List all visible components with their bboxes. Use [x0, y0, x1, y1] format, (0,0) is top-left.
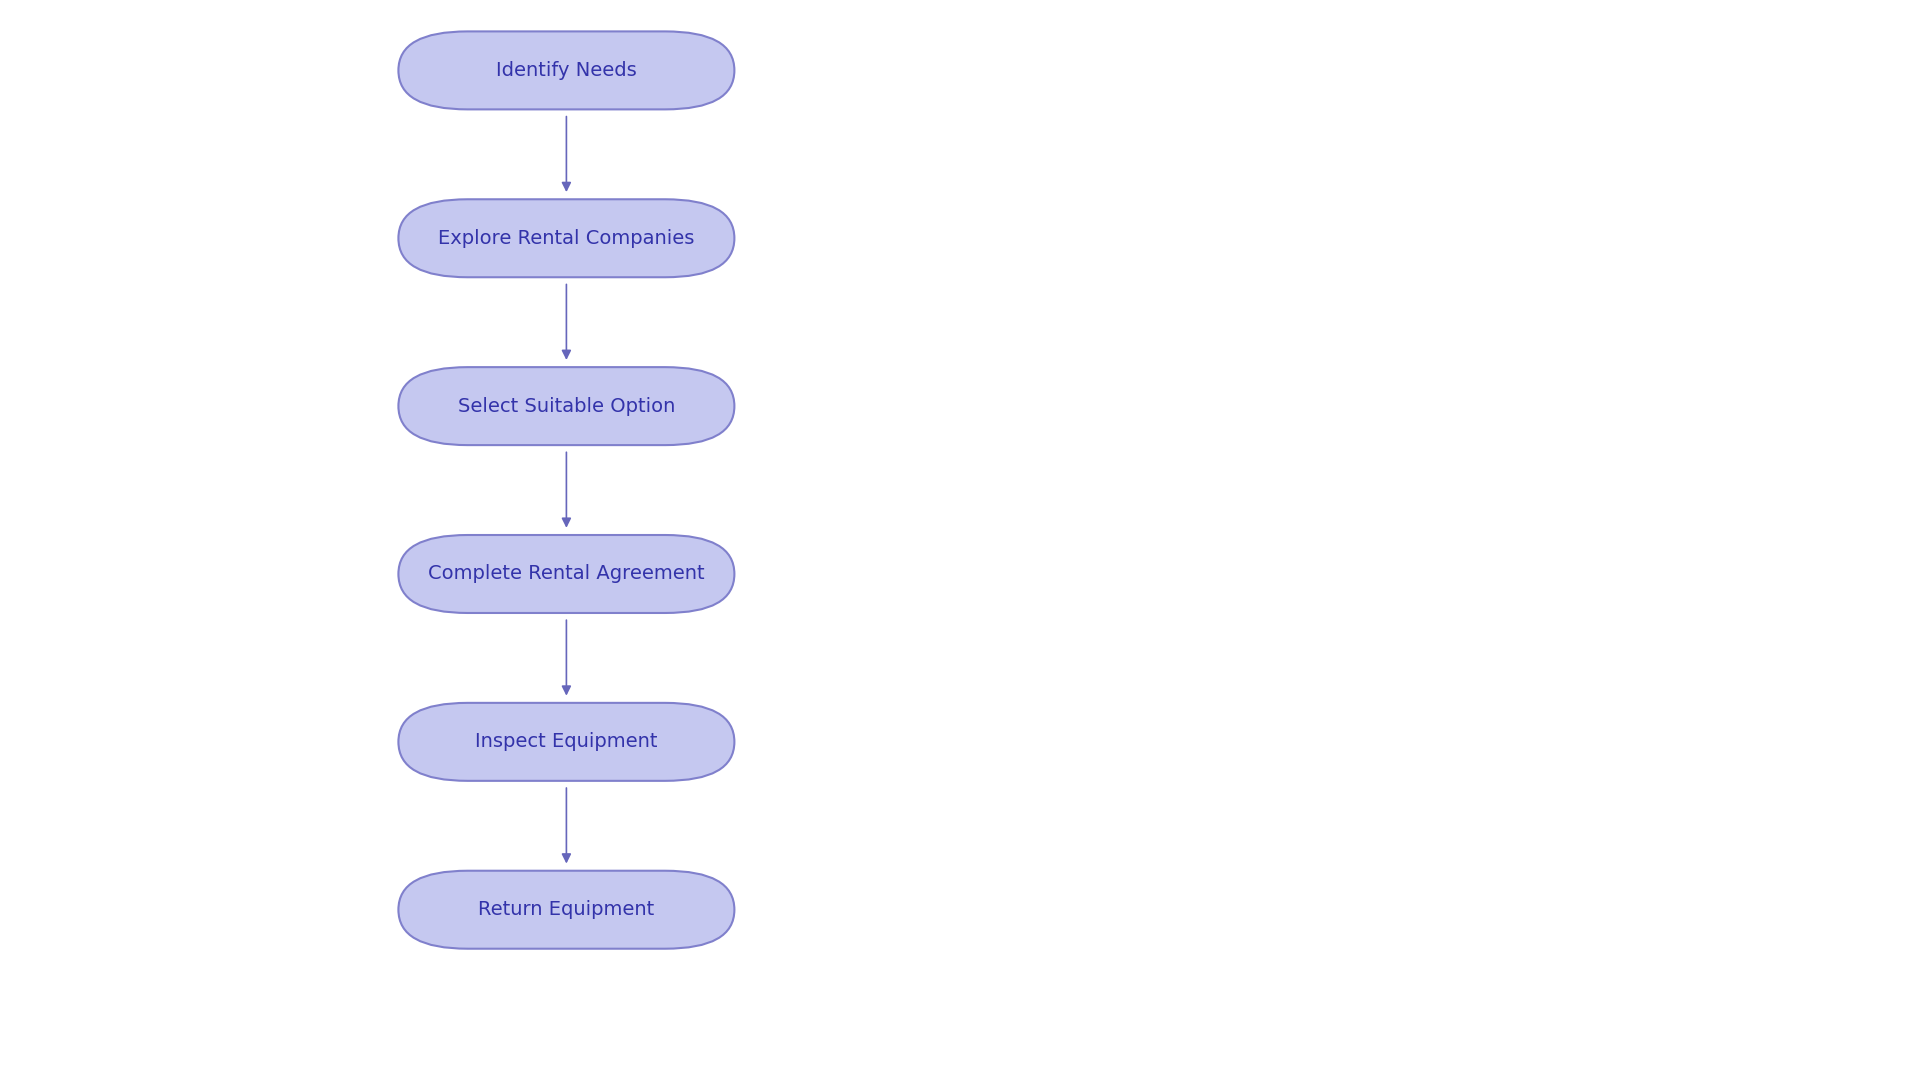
- FancyBboxPatch shape: [399, 31, 733, 109]
- FancyBboxPatch shape: [399, 199, 733, 277]
- Text: Explore Rental Companies: Explore Rental Companies: [438, 229, 695, 248]
- Text: Inspect Equipment: Inspect Equipment: [474, 732, 659, 752]
- FancyBboxPatch shape: [399, 367, 733, 445]
- Text: Complete Rental Agreement: Complete Rental Agreement: [428, 564, 705, 584]
- Text: Identify Needs: Identify Needs: [495, 61, 637, 80]
- FancyBboxPatch shape: [399, 871, 733, 949]
- FancyBboxPatch shape: [399, 535, 733, 613]
- Text: Return Equipment: Return Equipment: [478, 900, 655, 919]
- FancyBboxPatch shape: [399, 703, 733, 781]
- Text: Select Suitable Option: Select Suitable Option: [457, 396, 676, 416]
